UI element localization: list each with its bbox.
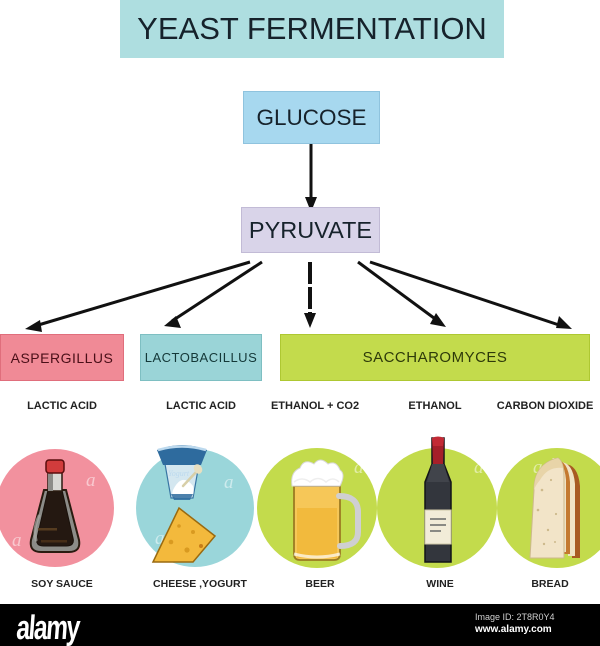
svg-text:Yogurt: Yogurt (168, 469, 190, 478)
